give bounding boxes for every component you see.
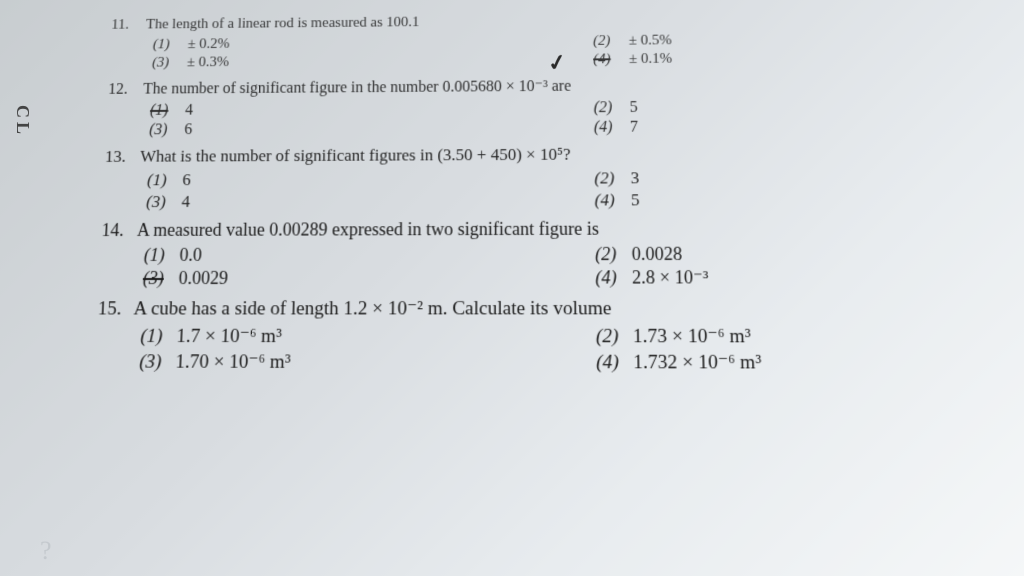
option-label: (3) — [152, 55, 180, 72]
option-text: ± 0.1% — [629, 49, 985, 68]
q11-option-2: (2) ± 0.5% — [593, 30, 984, 50]
option-label: (4) — [595, 267, 624, 288]
option-text: 6 — [184, 119, 534, 139]
option-label: (1) — [153, 37, 181, 53]
question-13: 13. What is the number of significant fi… — [102, 143, 993, 213]
question-14: 14. A measured value 0.00289 expressed i… — [99, 217, 998, 289]
q11-text: The length of a linear rod is measured a… — [146, 10, 983, 34]
option-text: 4 — [185, 100, 534, 120]
option-label: (2) — [593, 33, 621, 50]
option-label: (2) — [595, 244, 624, 265]
option-text: 0.0028 — [632, 243, 997, 265]
q14-text: A measured value 0.00289 expressed in tw… — [137, 217, 995, 241]
q13-option-2: (2) 3 — [594, 167, 992, 189]
option-text: 6 — [182, 169, 534, 190]
q14-number: 14. — [101, 220, 137, 241]
option-text: 7 — [630, 117, 989, 137]
option-text: 0.0 — [179, 244, 534, 266]
option-text: 2.8 × 10⁻³ — [632, 267, 998, 289]
option-text: 0.0029 — [178, 267, 534, 289]
option-label-marked: (1) — [150, 102, 178, 120]
q15-text: A cube has a side of length 1.2 × 10⁻² m… — [133, 297, 999, 321]
option-text: 1.732 × 10⁻⁶ m³ — [633, 351, 1003, 376]
q14-option-3: (3) 0.0029 — [142, 267, 534, 289]
q12-option-2: (2) 5 — [594, 97, 988, 117]
option-text: 3 — [631, 167, 993, 189]
q12-option-1: (1) 4 — [150, 100, 534, 120]
option-label-marked: (3) — [142, 268, 171, 289]
q13-number: 13. — [105, 147, 141, 167]
option-label: (1) — [143, 245, 172, 266]
q15-number: 15. — [97, 298, 134, 320]
option-label: (3) — [146, 192, 174, 212]
q11-number: 11. — [111, 17, 146, 33]
question-15: 15. A cube has a side of length 1.2 × 10… — [95, 297, 1003, 376]
q12-number: 12. — [108, 81, 144, 99]
option-label: (2) — [594, 168, 622, 188]
option-label: (1) — [140, 326, 169, 348]
option-label: (1) — [147, 170, 175, 190]
q15-option-1: (1) 1.7 × 10⁻⁶ m³ — [140, 325, 535, 349]
option-text: 5 — [631, 189, 994, 210]
question-12: 12. The number of significant figure in … — [106, 73, 989, 139]
q13-option-4: (4) 5 — [594, 189, 993, 211]
q12-option-4: (4) 7 — [594, 117, 989, 137]
option-text: ± 0.5% — [629, 30, 985, 49]
option-label: (4) — [596, 352, 625, 375]
q11-option-3: (3) ± 0.3% — [152, 52, 534, 71]
q15-option-3: (3) 1.70 × 10⁻⁶ m³ — [139, 350, 535, 374]
q15-option-4: (4) 1.732 × 10⁻⁶ m³ — [596, 351, 1003, 376]
q11-option-4: (4) ± 0.1% — [593, 49, 985, 69]
q13-text: What is the number of significant figure… — [140, 143, 991, 167]
option-text: 1.70 × 10⁻⁶ m³ — [175, 350, 535, 374]
option-label: (3) — [149, 121, 177, 139]
q13-option-1: (1) 6 — [147, 169, 534, 190]
option-text: ± 0.2% — [187, 34, 533, 53]
option-label: (3) — [139, 351, 168, 374]
q14-option-4: (4) 2.8 × 10⁻³ — [595, 267, 998, 289]
option-label: (4) — [594, 190, 623, 210]
option-text: 1.73 × 10⁻⁶ m³ — [633, 325, 1001, 349]
option-label: (2) — [596, 326, 625, 349]
q12-option-3: (3) 6 — [149, 119, 534, 139]
q13-option-3: (3) 4 — [146, 191, 534, 212]
q15-option-2: (2) 1.73 × 10⁻⁶ m³ — [596, 325, 1001, 349]
option-label: (2) — [594, 99, 622, 117]
option-text: 4 — [181, 191, 534, 212]
q12-text: The number of significant figure in the … — [143, 73, 987, 98]
question-mark-icon: ? — [40, 536, 52, 566]
q11-option-1: (1) ± 0.2% — [153, 34, 534, 53]
option-label: (4) — [594, 119, 622, 137]
option-text: 5 — [630, 97, 988, 117]
q14-option-1: (1) 0.0 — [143, 244, 534, 266]
q14-option-2: (2) 0.0028 — [595, 243, 996, 265]
option-text: 1.7 × 10⁻⁶ m³ — [176, 325, 535, 349]
page-content: 11. The length of a linear rod is measur… — [0, 0, 1024, 394]
option-label-marked: (4) — [593, 51, 621, 68]
option-text: ± 0.3% — [187, 52, 534, 71]
